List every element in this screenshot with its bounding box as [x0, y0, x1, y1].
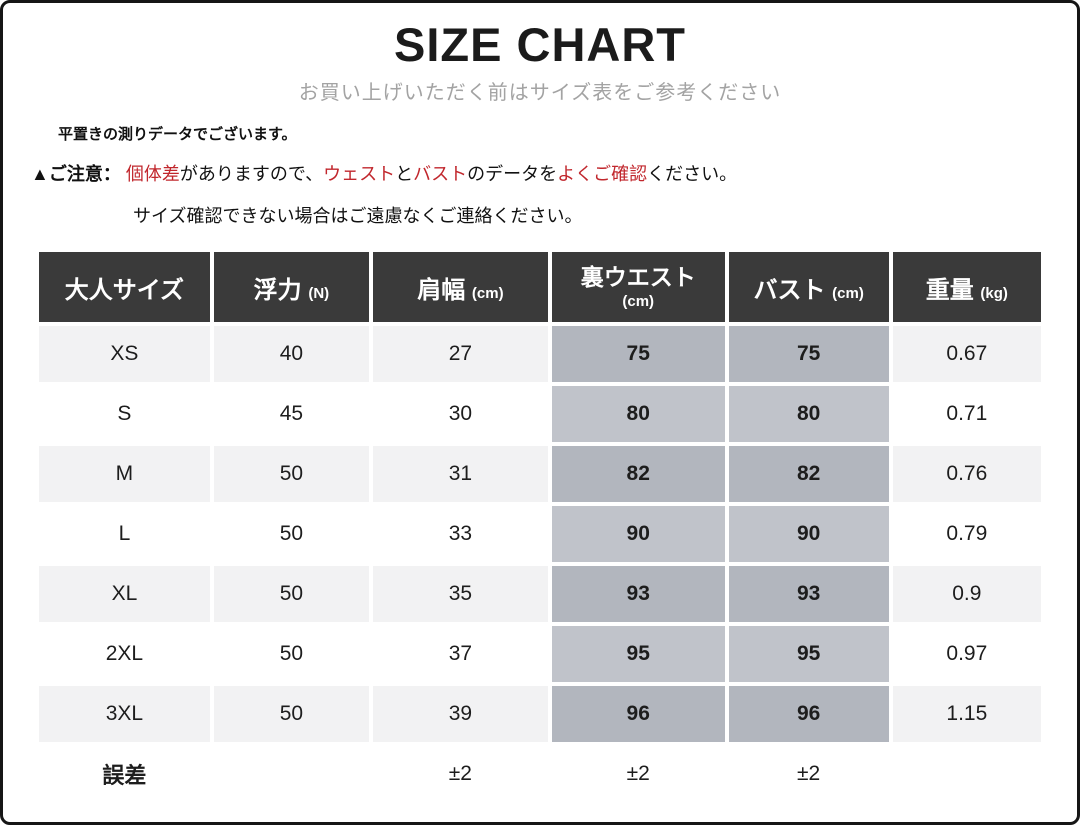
- waist-cell: 96: [551, 686, 725, 742]
- bust-cell: 90: [728, 506, 889, 562]
- weight-cell: 0.71: [892, 386, 1041, 442]
- table-row: 3XL 50 39 96 96 1.15: [39, 686, 1041, 742]
- header-label: 浮力: [253, 276, 302, 304]
- buoyancy-cell: 50: [213, 686, 369, 742]
- buoyancy-cell: 45: [213, 386, 369, 442]
- header-buoyancy: 浮力 (N): [213, 252, 369, 322]
- caution-segment: ください。: [647, 164, 738, 184]
- header-shoulder-width: 肩幅 (cm): [373, 252, 548, 322]
- buoyancy-cell: 50: [213, 566, 369, 622]
- waist-cell: 95: [551, 626, 725, 682]
- size-cell: M: [39, 446, 210, 502]
- shoulder-cell: 37: [373, 626, 548, 682]
- caution-segment: バスト: [413, 164, 468, 184]
- size-chart-table: 大人サイズ 浮力 (N) 肩幅 (cm) 裏ウエスト (cm) バスト (cm) …: [35, 248, 1045, 806]
- weight-cell: 0.97: [892, 626, 1041, 682]
- buoyancy-cell: 50: [213, 446, 369, 502]
- bust-cell: 96: [728, 686, 889, 742]
- header-row: 大人サイズ 浮力 (N) 肩幅 (cm) 裏ウエスト (cm) バスト (cm) …: [39, 252, 1041, 322]
- table-row: M 50 31 82 82 0.76: [39, 446, 1041, 502]
- table-row: 2XL 50 37 95 95 0.97: [39, 626, 1041, 682]
- size-cell: L: [39, 506, 210, 562]
- header-unit: (cm): [832, 284, 864, 302]
- caution-segment: よくご確認: [557, 164, 648, 184]
- note-measurement: 平置きの測りデータでございます。: [58, 126, 297, 143]
- weight-cell: 0.76: [892, 446, 1041, 502]
- header-weight: 重量 (kg): [892, 252, 1041, 322]
- table-row: L 50 33 90 90 0.79: [39, 506, 1041, 562]
- shoulder-cell: 33: [373, 506, 548, 562]
- caution-segment: のデータを: [467, 164, 558, 184]
- buoyancy-cell: 50: [213, 626, 369, 682]
- size-cell: S: [39, 386, 210, 442]
- weight-cell: 0.67: [892, 326, 1041, 382]
- shoulder-cell: 30: [373, 386, 548, 442]
- waist-cell: 82: [551, 446, 725, 502]
- size-cell: XL: [39, 566, 210, 622]
- header-label: 肩幅: [417, 276, 466, 304]
- header-adult-size: 大人サイズ: [39, 252, 210, 322]
- header-unit: (kg): [980, 284, 1008, 302]
- header-back-waist: 裏ウエスト (cm): [551, 252, 725, 322]
- caution-segment: と: [395, 164, 414, 184]
- bust-cell: 95: [728, 626, 889, 682]
- tolerance-waist-cell: ±2: [551, 746, 725, 802]
- table-row: S 45 30 80 80 0.71: [39, 386, 1041, 442]
- header-unit: (cm): [471, 284, 504, 302]
- size-cell: 2XL: [39, 626, 210, 682]
- waist-cell: 75: [551, 326, 725, 382]
- table-row: XS 40 27 75 75 0.67: [39, 326, 1041, 382]
- tolerance-row: 誤差 ±2 ±2 ±2: [39, 746, 1041, 802]
- bust-cell: 80: [728, 386, 889, 442]
- caution-segment: がありますので、: [179, 164, 324, 184]
- page-subtitle: お買い上げいただく前はサイズ表をご参考ください: [298, 82, 782, 104]
- weight-cell: 0.79: [892, 506, 1041, 562]
- header-unit: (cm): [622, 292, 655, 310]
- size-table-header: 大人サイズ 浮力 (N) 肩幅 (cm) 裏ウエスト (cm) バスト (cm) …: [39, 252, 1041, 322]
- notes: 平置きの測りデータでございます。 ▲ご注意： 個体差がありますので、ウェストとバ…: [3, 123, 1077, 228]
- weight-cell: 1.15: [892, 686, 1041, 742]
- bust-cell: 93: [728, 566, 889, 622]
- caution-segment: ▲ご注意：: [31, 164, 126, 184]
- weight-cell: 0.9: [892, 566, 1041, 622]
- header-bust: バスト (cm): [728, 252, 889, 322]
- buoyancy-cell: 40: [213, 326, 369, 382]
- shoulder-cell: 35: [373, 566, 548, 622]
- tolerance-label-cell: 誤差: [39, 746, 210, 802]
- waist-cell: 80: [551, 386, 725, 442]
- tolerance-bust-cell: ±2: [728, 746, 889, 802]
- note-contact: サイズ確認できない場合はご遠慮なくご連絡ください。: [133, 206, 583, 226]
- caution-segment: ウェスト: [323, 164, 396, 184]
- header-label: 重量: [925, 276, 974, 304]
- header-label: バスト: [753, 276, 826, 304]
- caution-segment: 個体差: [125, 164, 180, 184]
- table-row: XL 50 35 93 93 0.9: [39, 566, 1041, 622]
- shoulder-cell: 31: [373, 446, 548, 502]
- buoyancy-cell: 50: [213, 506, 369, 562]
- shoulder-cell: 39: [373, 686, 548, 742]
- header-label: 大人サイズ: [64, 276, 185, 304]
- shoulder-cell: 27: [373, 326, 548, 382]
- waist-cell: 90: [551, 506, 725, 562]
- tolerance-shoulder-cell: ±2: [373, 746, 548, 802]
- header-label: 裏ウエスト: [580, 264, 696, 291]
- header-unit: (N): [308, 284, 330, 302]
- bust-cell: 82: [728, 446, 889, 502]
- size-cell: 3XL: [39, 686, 210, 742]
- tolerance-weight-cell: [892, 746, 1041, 802]
- waist-cell: 93: [551, 566, 725, 622]
- page-title: SIZE CHART: [394, 18, 686, 71]
- tolerance-buoyancy-cell: [213, 746, 369, 802]
- note-caution: ▲ご注意： 個体差がありますので、ウェストとバストのデータをよくご確認ください。: [31, 160, 1077, 186]
- size-cell: XS: [39, 326, 210, 382]
- bust-cell: 75: [728, 326, 889, 382]
- header: SIZE CHART お買い上げいただく前はサイズ表をご参考ください: [3, 17, 1077, 105]
- size-table-body: XS 40 27 75 75 0.67 S 45 30 80 80 0.71 M 50 31 82 82 0.76…: [39, 326, 1041, 802]
